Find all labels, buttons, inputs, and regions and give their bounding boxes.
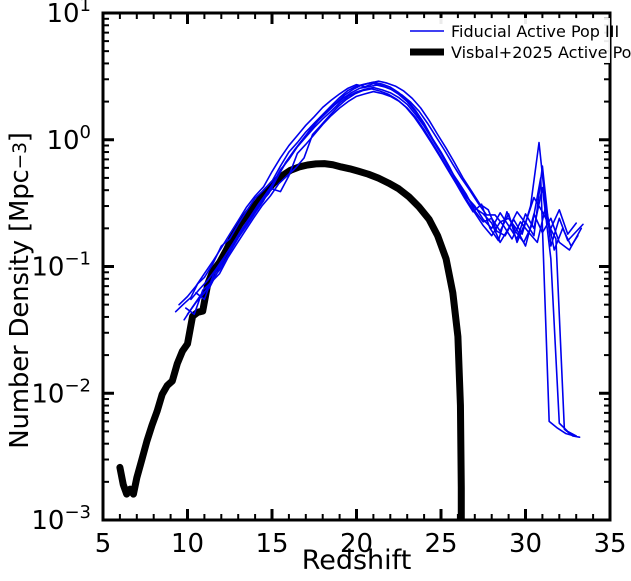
y-tick-label: 10−2	[31, 375, 91, 409]
data-series-line	[185, 88, 576, 437]
x-tick-label: 15	[255, 529, 288, 559]
y-tick-label: 101	[46, 0, 91, 29]
y-tick-exponent: −3	[64, 502, 91, 523]
x-tick-label: 5	[95, 529, 112, 559]
tick-layer	[101, 11, 612, 522]
y-tick-label: 100	[46, 122, 91, 156]
legend-label-0: Fiducial Active Pop III	[451, 22, 619, 41]
x-tick-label: 25	[424, 529, 457, 559]
x-tick-label: 35	[593, 529, 626, 559]
data-series-line	[195, 90, 583, 301]
data-series-line	[183, 80, 581, 439]
y-tick-exponent: 1	[80, 0, 91, 16]
x-tick-label: 20	[340, 529, 373, 559]
data-series-line	[174, 81, 577, 313]
legend-label-1: Visbal+2025 Active Pop III	[451, 43, 631, 62]
y-tick-label: 10−1	[31, 249, 91, 283]
y-tick-exponent: −1	[64, 249, 91, 270]
data-series-line	[116, 160, 465, 520]
data-series-line	[178, 82, 584, 306]
x-tick-label: 10	[171, 529, 204, 559]
data-series-line	[190, 84, 579, 301]
y-tick-exponent: −2	[64, 375, 91, 396]
series-layer	[116, 80, 584, 520]
x-axis-label: Redshift	[301, 545, 412, 576]
y-tick-label: 10−3	[31, 502, 91, 536]
chart-legend: Fiducial Active Pop III Visbal+2025 Activ…	[404, 18, 631, 63]
axes-frame	[101, 11, 612, 522]
y-tick-exponent: 0	[80, 122, 91, 143]
x-tick-label: 30	[509, 529, 542, 559]
data-series-line	[186, 86, 577, 437]
